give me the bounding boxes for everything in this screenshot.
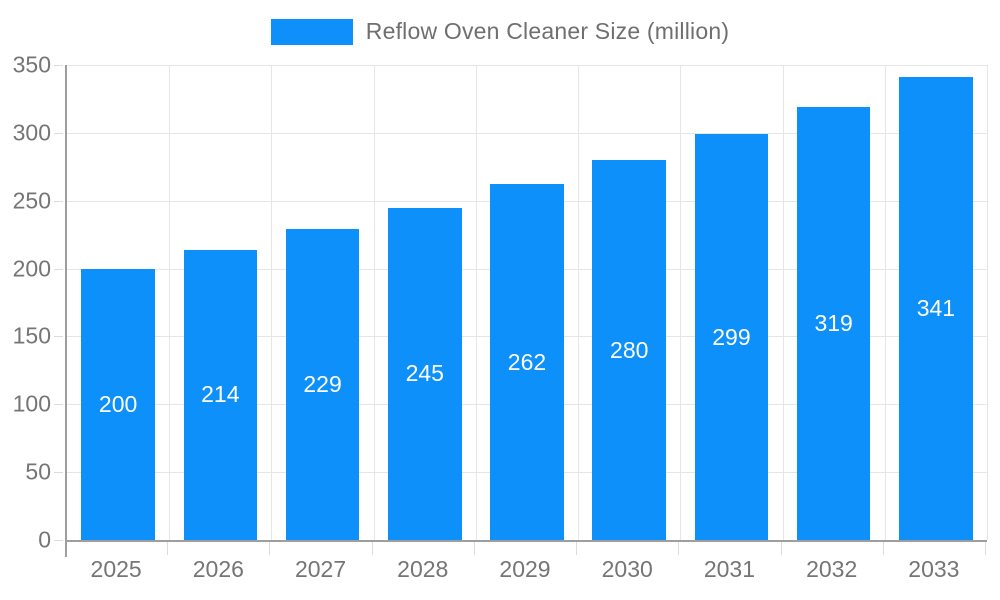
bar-2028[interactable]: 245	[387, 207, 462, 540]
gridline-horizontal	[67, 132, 987, 134]
x-axis-tick	[576, 542, 578, 555]
x-tick-label-2029: 2029	[499, 556, 551, 582]
plot-area: 200 214 229 245 262 280 299 319 341	[65, 65, 988, 557]
x-tick-label-2025: 2025	[90, 556, 142, 582]
y-axis-tick	[54, 336, 63, 338]
bar-2027[interactable]: 229	[285, 229, 360, 540]
bar-2026[interactable]: 214	[183, 249, 258, 540]
gridline-vertical	[680, 65, 682, 540]
x-axis-tick	[678, 542, 680, 555]
x-axis-tick	[473, 542, 475, 555]
bar-value-label: 319	[814, 310, 853, 337]
x-axis-tick	[882, 542, 884, 555]
y-axis-tick	[54, 65, 63, 66]
bar-value-label: 214	[201, 381, 240, 408]
x-axis-tick	[371, 542, 373, 555]
bar-2029[interactable]: 262	[490, 184, 564, 540]
bar-value-label: 245	[405, 360, 444, 387]
bar-value-label: 299	[712, 323, 751, 350]
y-tick-label: 200	[12, 255, 51, 282]
x-tick-label-2027: 2027	[294, 556, 347, 582]
x-axis: 2025 2026 2027 2028 2029 2030 2031 2032 2033	[65, 542, 986, 600]
gridline-vertical	[578, 65, 580, 540]
gridline-vertical	[884, 65, 886, 540]
bar-value-label: 229	[303, 371, 342, 398]
y-tick-label: 150	[12, 322, 51, 349]
legend[interactable]: Reflow Oven Cleaner Size (million)	[0, 18, 1000, 45]
y-tick-label: 100	[12, 390, 51, 417]
x-tick-label-2026: 2026	[192, 556, 244, 582]
y-axis-tick	[54, 268, 63, 270]
x-tick-label-2028: 2028	[397, 556, 449, 582]
y-axis-tick	[54, 200, 63, 202]
y-axis-extension	[65, 542, 67, 557]
x-tick-label-2030: 2030	[601, 556, 653, 582]
y-tick-label: 350	[12, 51, 51, 78]
gridline-vertical	[271, 65, 273, 540]
x-tick-label-2033: 2033	[908, 556, 960, 582]
x-axis-tick	[985, 542, 986, 555]
y-axis-tick	[54, 540, 63, 541]
legend-label: Reflow Oven Cleaner Size (million)	[365, 18, 730, 44]
bar-2031[interactable]: 299	[694, 134, 769, 540]
gridline-vertical	[987, 65, 988, 540]
x-axis-tick	[167, 542, 169, 555]
x-tick-label-2031: 2031	[703, 556, 756, 582]
y-axis: 0 50 100 150 200 250 300 350	[0, 52, 65, 553]
y-tick-label: 300	[12, 119, 51, 146]
bar-2025[interactable]: 200	[81, 268, 155, 540]
gridline-vertical	[169, 65, 171, 540]
gridline-vertical	[475, 65, 477, 540]
legend-swatch-icon	[270, 18, 353, 45]
x-axis-tick	[269, 542, 271, 555]
y-tick-label: 250	[12, 187, 51, 214]
bar-value-label: 200	[98, 390, 138, 417]
bar-2033[interactable]: 341	[899, 77, 973, 540]
bar-value-label: 280	[610, 336, 649, 363]
y-axis-tick	[54, 404, 63, 406]
x-tick-label-2032: 2032	[806, 556, 858, 582]
y-tick-label: 0	[38, 526, 51, 553]
y-axis-tick	[54, 472, 63, 474]
bar-2032[interactable]: 319	[796, 107, 871, 540]
y-tick-label: 50	[25, 458, 51, 485]
y-axis-tick	[54, 132, 63, 134]
bar-value-label: 262	[507, 348, 547, 375]
bar-value-label: 341	[916, 295, 956, 322]
gridline-horizontal	[67, 65, 987, 66]
gridline-vertical	[782, 65, 784, 540]
x-axis-tick	[780, 542, 782, 555]
gridline-vertical	[373, 65, 375, 540]
bar-2030[interactable]: 280	[592, 160, 667, 540]
